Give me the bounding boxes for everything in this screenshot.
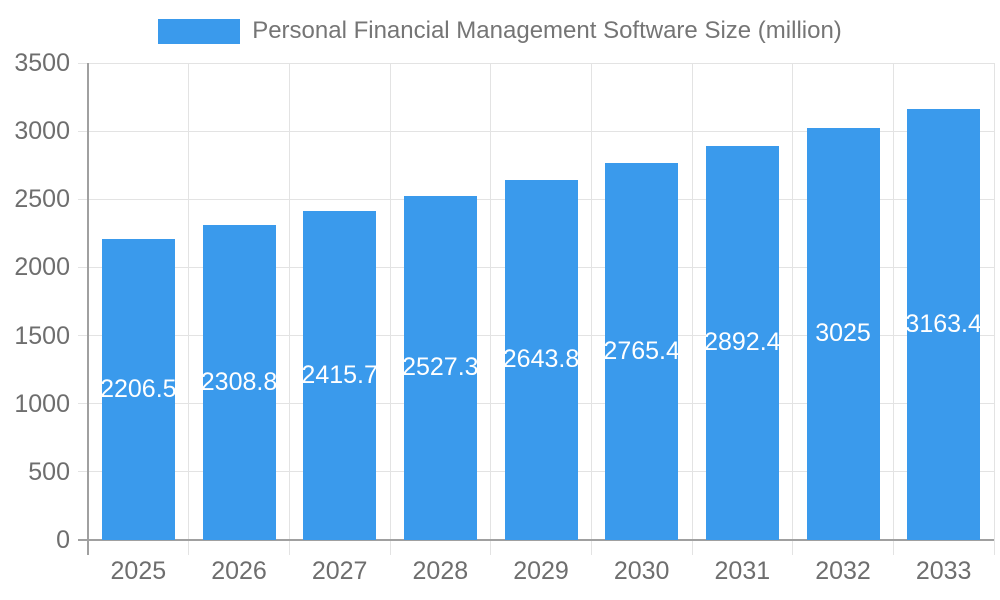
bar-2032[interactable]: 3025 [806,127,880,540]
bar-2026[interactable]: 2308.8 [200,225,278,540]
x-tick-label: 2029 [513,557,569,585]
x-axis-line [78,539,994,541]
bar-2031[interactable]: 2892.4 [704,145,781,540]
v-gridline [691,63,693,555]
y-tick-label: 500 [28,457,70,486]
y-tick-label: 3000 [14,117,70,146]
v-gridline [490,63,492,555]
bar-value-label: 2643.8 [502,345,580,374]
h-gridline [78,130,994,132]
bar-2029[interactable]: 2643.8 [502,179,580,540]
legend-item[interactable]: Personal Financial Management Software S… [0,17,1000,45]
bar-value-label: 2765.4 [603,337,680,366]
bar-2027[interactable]: 2415.7 [301,210,378,540]
bar-value-label: 2527.3 [402,353,479,382]
bar-2025[interactable]: 2206.5 [100,239,177,540]
legend-label: Personal Financial Management Software S… [252,17,842,44]
y-tick-label: 3500 [14,49,70,77]
v-gridline [590,63,592,555]
v-gridline [188,63,190,555]
v-gridline [993,63,995,555]
v-gridline [892,63,894,555]
bar-value-label: 3025 [815,319,871,348]
x-tick-label: 2032 [815,557,871,585]
bar-2028[interactable]: 2527.3 [402,195,479,540]
x-tick-label: 2028 [412,557,469,585]
x-tick-label: 2031 [714,557,771,585]
x-tick-label: 2026 [211,557,267,585]
v-gridline [288,63,290,555]
bar-value-label: 2308.8 [200,368,278,397]
v-gridline [792,63,794,555]
bar-value-label: 2415.7 [301,360,378,389]
y-tick-label: 2500 [14,185,70,214]
bar-2033[interactable]: 3163.4 [905,108,982,540]
legend-swatch-icon [158,18,241,44]
x-tick-label: 2025 [110,557,167,585]
x-tick-label: 2033 [915,557,972,585]
y-tick-label: 0 [56,526,70,554]
bar-value-label: 2892.4 [704,328,781,357]
h-gridline [78,62,994,64]
v-gridline [389,63,391,555]
x-tick-label: 2027 [311,557,368,585]
y-axis-line [87,63,89,555]
y-tick-label: 1500 [14,321,70,350]
x-tick-label: 2030 [613,557,670,585]
y-tick-label: 2000 [14,253,70,282]
bar-value-label: 2206.5 [100,375,177,404]
bar-2030[interactable]: 2765.4 [603,163,680,540]
y-tick-label: 1000 [14,389,70,418]
bar-value-label: 3163.4 [905,309,982,338]
